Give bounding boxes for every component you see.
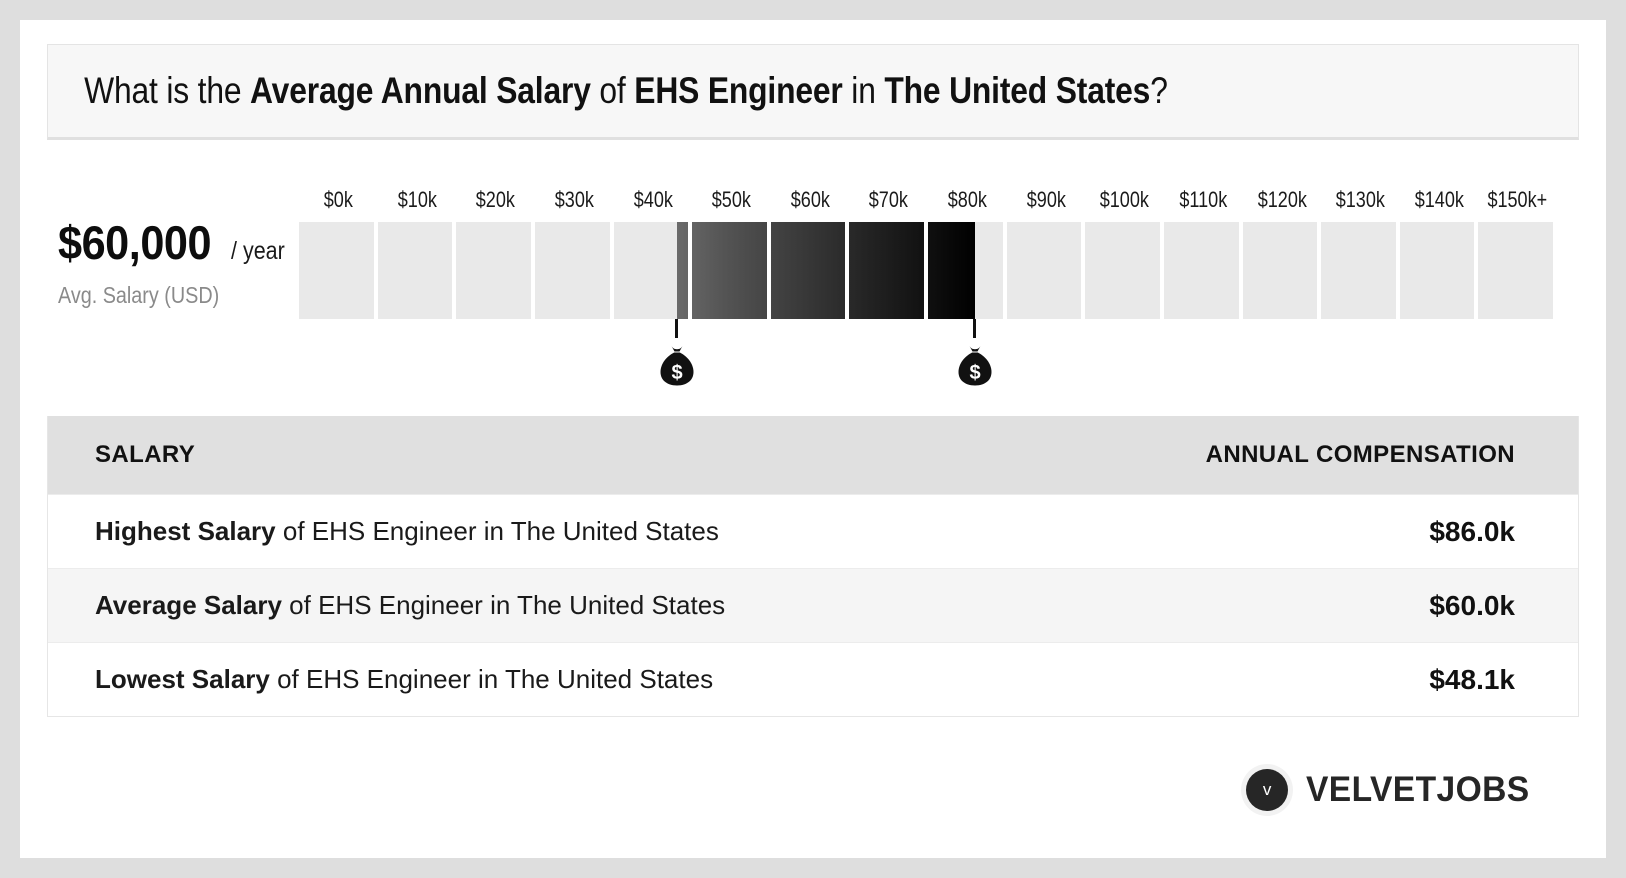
- salary-bar-segment: [1163, 222, 1239, 319]
- axis-tick-label: $40k: [633, 187, 673, 212]
- row-label-emphasis: Lowest Salary: [95, 664, 270, 694]
- title-mid-of: of: [590, 70, 635, 111]
- average-salary-block: $60,000 / year Avg. Salary (USD): [58, 215, 298, 309]
- average-salary-amount: $60,000: [58, 216, 212, 269]
- table-row: Average Salary of EHS Engineer in The Un…: [48, 568, 1578, 642]
- average-salary-caption: Avg. Salary (USD): [58, 282, 220, 308]
- title-bold-role: EHS Engineer: [634, 70, 843, 111]
- salary-table: SALARY ANNUAL COMPENSATION Highest Salar…: [47, 416, 1579, 717]
- money-bag-icon: $: [952, 342, 998, 388]
- column-header-salary: SALARY: [95, 441, 196, 468]
- title-suffix: ?: [1150, 70, 1168, 111]
- velvetjobs-logo[interactable]: v VELVETJOBS: [1241, 764, 1539, 816]
- chart-axis-labels: $0k $10k $20k $30k $40k $50k $60k $70k $80k $90k $…: [299, 187, 1557, 215]
- axis-tick-label: $0k: [323, 187, 353, 212]
- axis-tick-label: $10k: [397, 187, 437, 212]
- salary-bar-segment: [1006, 222, 1082, 319]
- page-title: What is the Average Annual Salary of EHS…: [48, 70, 1168, 112]
- average-salary-unit: / year: [231, 237, 286, 265]
- infographic-page: What is the Average Annual Salary of EHS…: [20, 20, 1606, 858]
- table-body: Highest Salary of EHS Engineer in The Un…: [48, 494, 1578, 716]
- salary-bar-segment: [1399, 222, 1475, 319]
- axis-tick-label: $110k: [1179, 187, 1228, 212]
- axis-tick-label: $120k: [1257, 187, 1307, 212]
- row-value: $48.1k: [1429, 663, 1515, 695]
- title-bold-salary: Average Annual Salary: [250, 70, 591, 111]
- salary-bar-segment: [1085, 222, 1160, 319]
- salary-bar-segment: [377, 222, 453, 319]
- velvetjobs-logo-icon: v: [1241, 764, 1294, 816]
- salary-bar-segment: [456, 222, 531, 319]
- salary-range-chart: $0k $10k $20k $30k $40k $50k $60k $70k $80k $90k $…: [20, 160, 1606, 410]
- salary-bar-segment: [1242, 222, 1318, 319]
- axis-tick-label: $140k: [1414, 187, 1464, 212]
- salary-bar-segment: [534, 222, 610, 319]
- row-label: Highest Salary of EHS Engineer in The Un…: [95, 516, 719, 546]
- axis-tick-label: $70k: [869, 187, 909, 212]
- salary-range-fill: [677, 222, 976, 319]
- axis-tick-label: $30k: [554, 187, 594, 212]
- axis-tick-label: $130k: [1335, 187, 1386, 212]
- page-title-box: What is the Average Annual Salary of EHS…: [47, 44, 1579, 140]
- salary-bar-separator: [688, 222, 693, 319]
- row-label: Lowest Salary of EHS Engineer in The Uni…: [95, 664, 714, 694]
- row-label: Average Salary of EHS Engineer in The Un…: [95, 590, 726, 620]
- salary-bar-segment: [1321, 222, 1396, 319]
- title-prefix: What is the: [84, 70, 251, 111]
- axis-tick-label: $100k: [1099, 187, 1150, 212]
- table-header-row: SALARY ANNUAL COMPENSATION: [48, 416, 1578, 494]
- column-header-annual-compensation: ANNUAL COMPENSATION: [1205, 441, 1515, 468]
- axis-tick-label: $50k: [711, 187, 752, 212]
- logo-mark-letter: v: [1246, 769, 1289, 811]
- table-row: Highest Salary of EHS Engineer in The Un…: [48, 494, 1578, 568]
- svg-text:$: $: [672, 362, 683, 384]
- salary-bar-separator: [766, 222, 771, 319]
- axis-tick-label: $80k: [947, 187, 987, 212]
- axis-tick-label: $90k: [1026, 187, 1066, 212]
- axis-tick-label: $20k: [475, 187, 516, 212]
- row-label-emphasis: Average Salary: [95, 590, 282, 620]
- salary-bar-segment: [1478, 222, 1553, 319]
- title-mid-in: in: [842, 70, 885, 111]
- money-bag-icon: $: [654, 342, 700, 388]
- svg-text:$: $: [970, 362, 981, 384]
- salary-bar-track: [299, 222, 1557, 319]
- axis-tick-label: $60k: [790, 187, 830, 212]
- row-label-emphasis: Highest Salary: [95, 516, 276, 546]
- marker-stem: [675, 319, 679, 338]
- salary-bar-segment: [299, 222, 374, 319]
- row-value: $60.0k: [1429, 589, 1515, 621]
- axis-tick-label: $150k+: [1487, 187, 1548, 212]
- marker-stem: [973, 319, 977, 338]
- table-row: Lowest Salary of EHS Engineer in The Uni…: [48, 642, 1578, 716]
- salary-bar-segment: [613, 222, 689, 319]
- title-bold-location: The United States: [884, 70, 1151, 111]
- salary-bar-separator: [924, 222, 928, 319]
- velvetjobs-wordmark: VELVETJOBS: [1306, 770, 1530, 809]
- salary-bar-separator: [845, 222, 850, 319]
- row-value: $86.0k: [1429, 515, 1515, 547]
